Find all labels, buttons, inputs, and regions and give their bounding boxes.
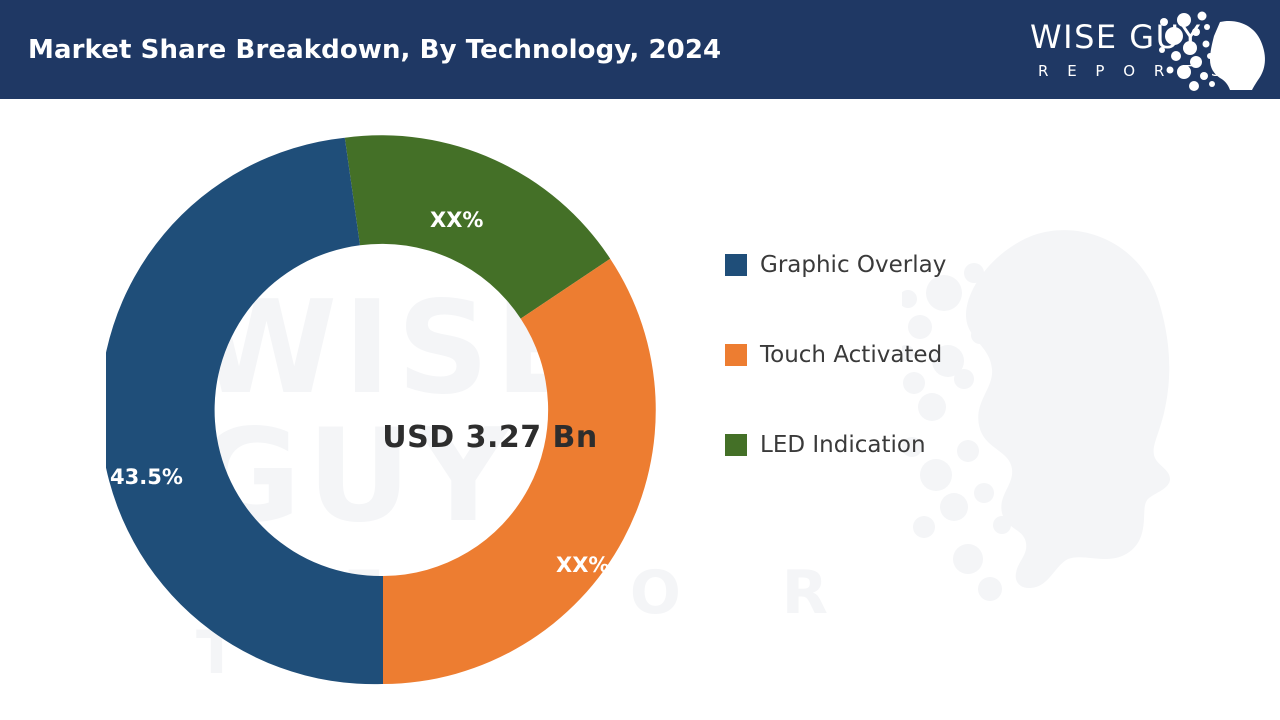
page-title: Market Share Breakdown, By Technology, 2… <box>28 34 722 65</box>
svg-text:R E P O R T S: R E P O R T S <box>1038 62 1227 80</box>
legend-swatch-icon <box>725 254 747 276</box>
wise-guy-reports-logo: WISE GUY R E P O R T S <box>1024 6 1274 94</box>
slice-label-graphic-overlay: 43.5% <box>110 465 183 489</box>
legend-item-touch-activated[interactable]: Touch Activated <box>725 342 946 368</box>
legend-swatch-icon <box>725 344 747 366</box>
chart-legend: Graphic Overlay Touch Activated LED Indi… <box>725 252 947 458</box>
slice-touch-activated[interactable] <box>383 258 656 684</box>
legend-label: LED Indication <box>760 432 926 458</box>
donut-svg <box>99 135 656 685</box>
slice-graphic-overlay[interactable] <box>99 137 384 685</box>
slice-label-led-indication: XX% <box>430 208 484 232</box>
donut-center-value: USD 3.27 Bn <box>382 420 598 455</box>
page-header: Market Share Breakdown, By Technology, 2… <box>0 0 1280 99</box>
legend-item-led-indication[interactable]: LED Indication <box>725 432 946 458</box>
slice-label-touch-activated: XX% <box>556 553 610 577</box>
legend-label: Touch Activated <box>760 342 943 368</box>
donut-chart: 43.5% XX% XX% USD 3.27 Bn <box>0 99 1280 720</box>
legend-swatch-icon <box>725 434 747 456</box>
slice-led-indication[interactable] <box>344 135 611 319</box>
legend-label: Graphic Overlay <box>760 252 947 278</box>
legend-item-graphic-overlay[interactable]: Graphic Overlay <box>725 252 947 278</box>
chart-canvas: WISE GUY R E P O R T S <box>0 99 1280 720</box>
